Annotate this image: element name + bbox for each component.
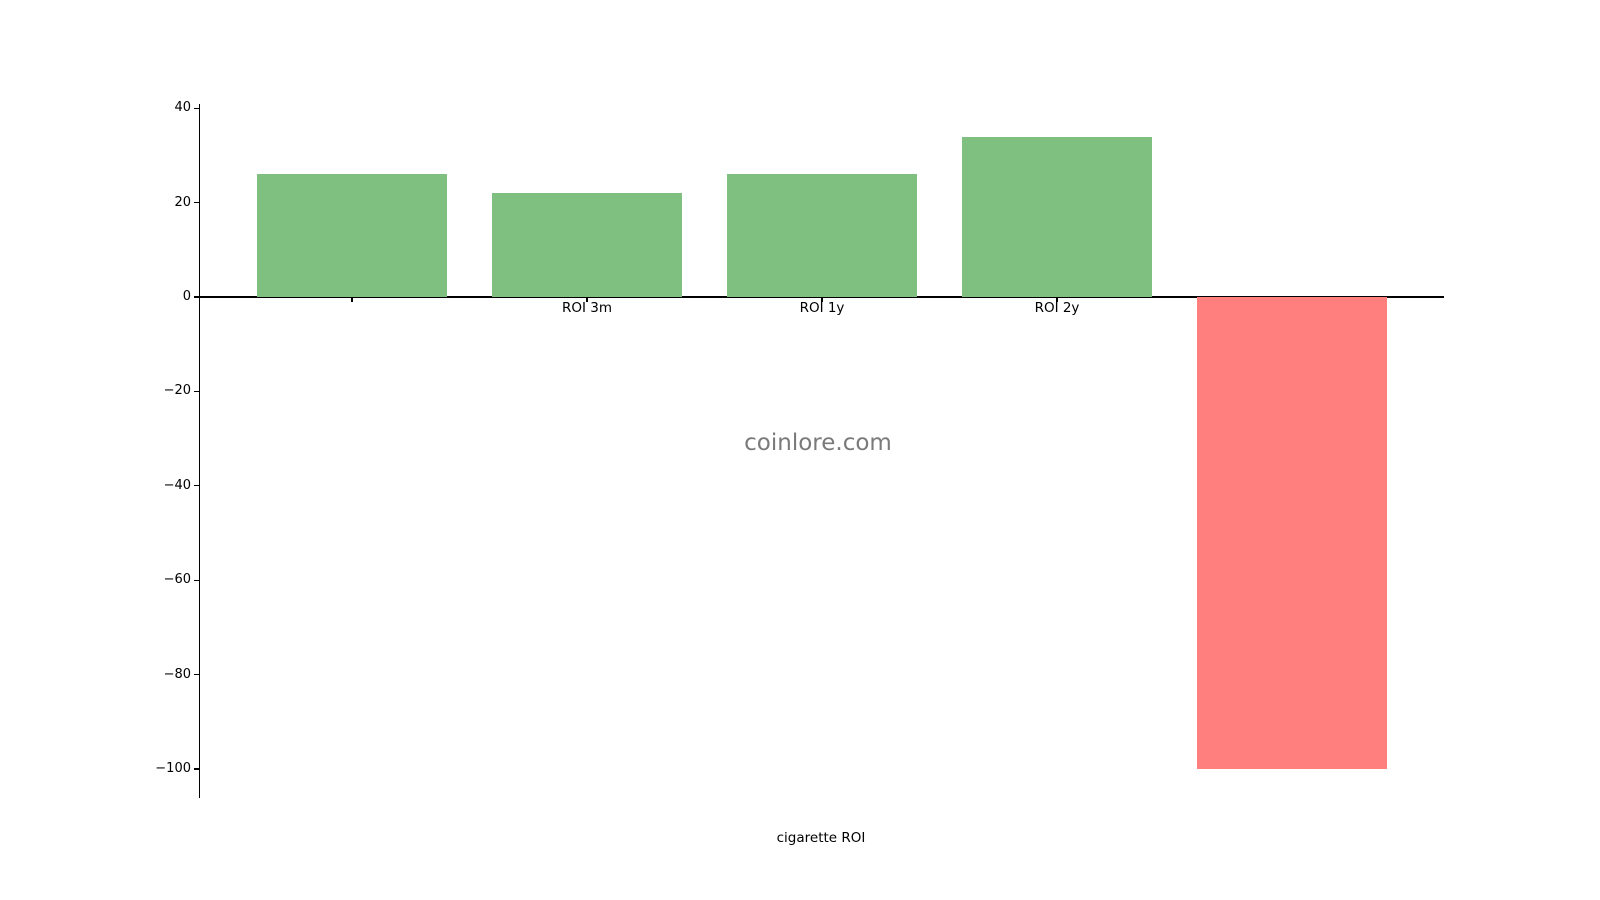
y-tick-mark <box>193 673 200 676</box>
y-tick-label: −60 <box>163 572 191 588</box>
x-tick-mark <box>821 297 823 303</box>
bar <box>492 193 682 297</box>
bar <box>727 174 917 297</box>
x-tick-mark <box>351 297 353 303</box>
y-tick-mark <box>193 107 200 109</box>
y-tick-label: 40 <box>174 100 191 116</box>
y-tick-label: 20 <box>174 194 191 210</box>
x-tick-label: ROI 2y <box>1034 299 1080 316</box>
y-tick-mark <box>193 390 200 393</box>
x-axis-title: cigarette ROI <box>776 830 866 846</box>
bar <box>257 174 447 297</box>
y-tick-label: −80 <box>163 666 191 682</box>
y-tick-mark <box>193 485 200 487</box>
bar <box>1197 297 1387 769</box>
y-tick-mark <box>193 579 200 581</box>
y-tick-mark <box>193 201 200 204</box>
x-tick-mark <box>1056 297 1058 303</box>
y-tick-mark <box>193 768 200 770</box>
watermark: coinlore.com <box>744 430 892 456</box>
y-tick-label: 0 <box>182 289 191 304</box>
y-tick-label: −40 <box>163 477 191 493</box>
y-axis-spine <box>199 104 201 798</box>
y-tick-label: −20 <box>163 383 191 399</box>
y-tick-mark <box>193 296 200 298</box>
x-tick-mark <box>586 297 588 303</box>
y-tick-label: −100 <box>155 761 191 776</box>
x-tick-label: ROI 3m <box>561 299 613 316</box>
bar <box>962 136 1152 297</box>
x-tick-label: ROI 1y <box>799 299 845 316</box>
